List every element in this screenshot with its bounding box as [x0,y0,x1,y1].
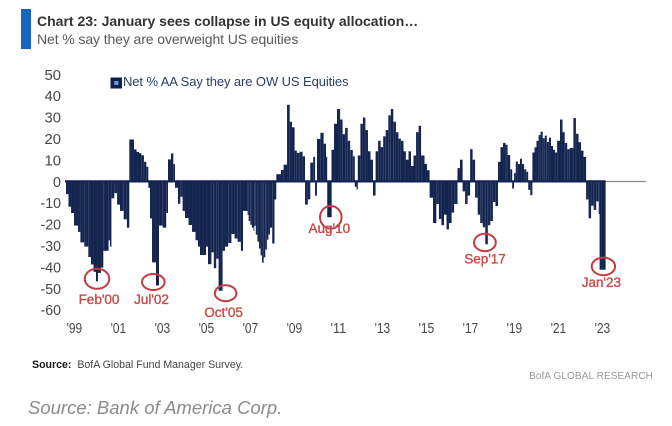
svg-text:-10: -10 [41,195,62,212]
svg-text:'17: '17 [463,320,479,337]
svg-text:-50: -50 [41,281,62,298]
svg-text:Net % AA Say they are OW US Eq: Net % AA Say they are OW US Equities [123,74,349,89]
svg-text:50: 50 [45,67,62,84]
svg-text:30: 30 [45,110,62,127]
svg-text:'09: '09 [287,320,303,337]
svg-text:20: 20 [45,131,62,148]
svg-text:'13: '13 [375,320,391,337]
svg-text:'23: '23 [595,320,611,337]
svg-text:-20: -20 [41,217,62,234]
svg-text:Jul'02: Jul'02 [134,292,169,307]
svg-text:10: 10 [45,152,62,169]
svg-text:40: 40 [45,88,62,105]
svg-text:'15: '15 [419,320,435,337]
svg-text:'11: '11 [331,320,347,337]
svg-text:-30: -30 [41,238,62,255]
svg-text:'05: '05 [199,320,215,337]
svg-text:'19: '19 [507,320,523,337]
svg-text:Sep'17: Sep'17 [464,252,506,267]
svg-text:'01: '01 [111,320,127,337]
svg-text:Aug'10: Aug'10 [308,221,350,236]
svg-text:'03: '03 [155,320,171,337]
svg-text:'07: '07 [243,320,259,337]
svg-text:0: 0 [53,174,61,191]
svg-text:Oct'05: Oct'05 [204,305,243,320]
svg-text:'21: '21 [551,320,567,337]
svg-text:-40: -40 [41,259,62,276]
svg-text:Jan'23: Jan'23 [582,275,621,290]
svg-text:-60: -60 [41,302,62,319]
svg-text:'99: '99 [67,320,83,337]
svg-text:Feb'00: Feb'00 [79,292,120,307]
